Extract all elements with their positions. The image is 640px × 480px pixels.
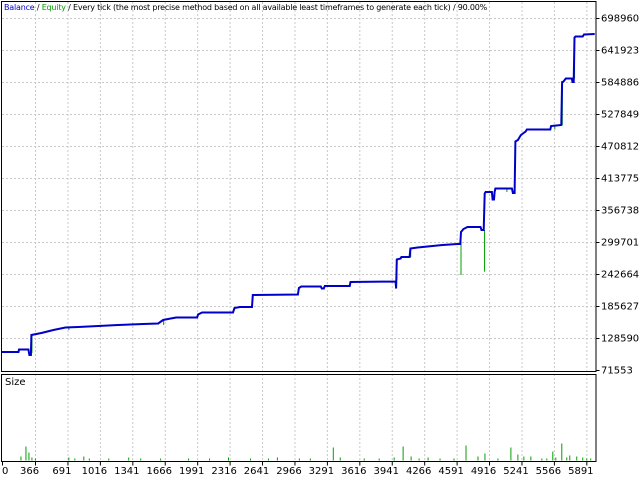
chart-legend: Balance / Equity / Every tick (the most … bbox=[4, 3, 487, 12]
svg-text:4591: 4591 bbox=[438, 466, 463, 477]
panel-borders bbox=[1, 1, 597, 462]
svg-text:691: 691 bbox=[52, 466, 71, 477]
svg-text:2641: 2641 bbox=[244, 466, 269, 477]
svg-text:2966: 2966 bbox=[276, 466, 301, 477]
svg-text:698960: 698960 bbox=[601, 14, 639, 25]
svg-text:413775: 413775 bbox=[601, 174, 639, 185]
svg-text:3291: 3291 bbox=[309, 466, 334, 477]
svg-text:5891: 5891 bbox=[568, 466, 593, 477]
balance-legend-label: Balance bbox=[4, 3, 35, 12]
svg-text:470812: 470812 bbox=[601, 142, 639, 153]
svg-text:5566: 5566 bbox=[536, 466, 561, 477]
size-bars bbox=[20, 443, 592, 461]
model-quality-label: Every tick (the most precise method base… bbox=[73, 3, 488, 12]
svg-text:2316: 2316 bbox=[211, 466, 236, 477]
svg-text:128590: 128590 bbox=[601, 334, 639, 345]
svg-text:3941: 3941 bbox=[374, 466, 399, 477]
svg-text:185627: 185627 bbox=[601, 302, 639, 313]
svg-text:299701: 299701 bbox=[601, 238, 639, 249]
equity-legend-label: Equity bbox=[41, 3, 66, 12]
svg-text:641923: 641923 bbox=[601, 46, 639, 57]
svg-text:1666: 1666 bbox=[147, 466, 172, 477]
svg-text:0: 0 bbox=[2, 466, 8, 477]
svg-text:4266: 4266 bbox=[406, 466, 431, 477]
size-panel-label: Size bbox=[5, 377, 26, 388]
svg-text:3616: 3616 bbox=[341, 466, 366, 477]
balance-line bbox=[2, 33, 595, 356]
x-axis-labels: 0 366 691 1016 1341 1666 1991 2316 2641 2966 3291 3… bbox=[2, 466, 594, 477]
axis-tick-marks bbox=[2, 18, 600, 466]
y-axis-labels: 698960 641923 584886 527849 470812 413775 3567… bbox=[601, 14, 639, 377]
svg-text:1016: 1016 bbox=[82, 466, 107, 477]
svg-text:1991: 1991 bbox=[179, 466, 204, 477]
svg-text:584886: 584886 bbox=[601, 78, 639, 89]
svg-text:71553: 71553 bbox=[601, 366, 633, 377]
svg-text:527849: 527849 bbox=[601, 110, 639, 121]
svg-text:356738: 356738 bbox=[601, 206, 639, 217]
svg-text:1341: 1341 bbox=[114, 466, 139, 477]
svg-text:5241: 5241 bbox=[503, 466, 528, 477]
svg-text:242664: 242664 bbox=[601, 270, 639, 281]
svg-text:366: 366 bbox=[20, 466, 39, 477]
legend-separator: / bbox=[34, 3, 42, 12]
legend-separator: / bbox=[65, 3, 73, 12]
svg-text:4916: 4916 bbox=[471, 466, 496, 477]
gridlines bbox=[2, 2, 595, 461]
